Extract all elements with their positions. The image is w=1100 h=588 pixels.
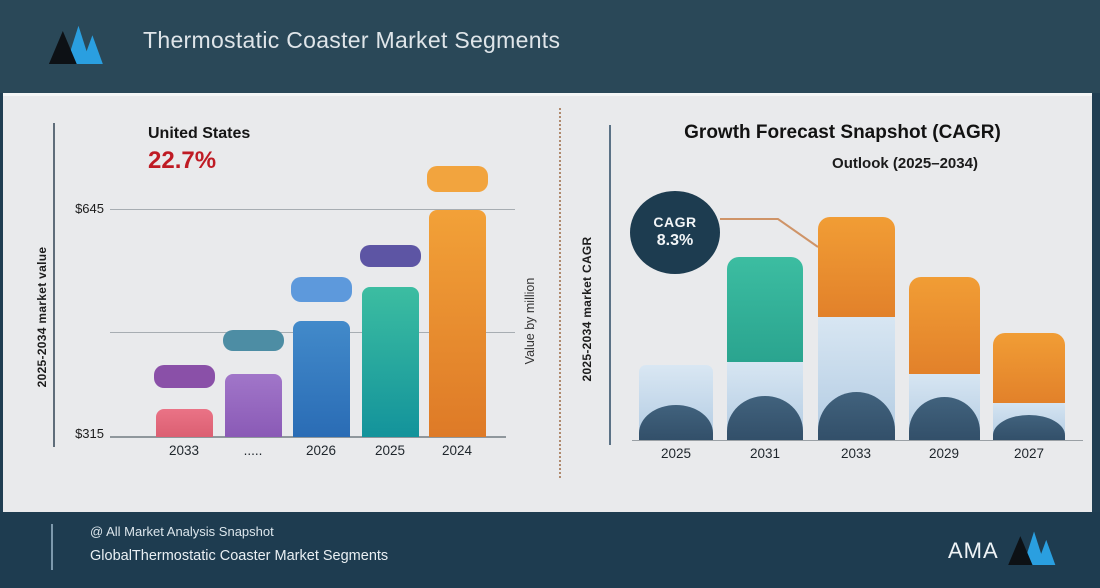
x-tick-label-2025: 2025 [374,443,406,458]
right-x-axis [632,440,1083,441]
x-tick-label-2025: 2025 [660,446,692,461]
panel-divider [559,108,561,478]
footer-source-text: @ All Market Analysis Snapshot [90,524,274,539]
right-y-axis-label: 2025-2034 market CAGR [580,236,594,382]
callout-connector-line [720,218,819,248]
right-y-axis [609,125,611,445]
segment-top-2029 [908,277,980,374]
cap-..... [222,330,284,351]
left-ytick-315: $315 [75,426,104,441]
bar-2025 [361,287,419,437]
segment-base-2027 [993,415,1065,441]
cap-2026 [290,277,352,302]
cap-2025 [359,245,421,267]
x-tick-label-2024: 2024 [441,443,473,458]
bar-2024 [428,210,486,437]
right-chart-title: Growth Forecast Snapshot (CAGR) [684,122,1001,143]
cagr-badge: CAGR 8.3% [630,191,720,274]
left-ytick-645: $645 [75,201,104,216]
footer-divider-line [51,524,53,570]
ama-logo [46,24,104,65]
left-y-axis [53,123,55,447]
footer-ama-logo [1006,530,1056,565]
footer-brand-text: AMA [948,538,999,563]
cagr-badge-label: CAGR [653,213,697,230]
footer-report-title: GlobalThermostatic Coaster Market Segmen… [90,548,389,564]
left-x-axis [110,436,506,438]
segment-top-2033 [817,217,895,317]
page-title: Thermostatic Coaster Market Segments [143,27,561,53]
left-y-axis-label: 2025-2034 market value [35,246,49,388]
cap-2033 [153,365,215,388]
left-gridline-top [110,209,515,210]
bar-..... [224,374,282,437]
cagr-badge-value: 8.3% [656,232,694,250]
x-tick-label-.....: ..... [243,443,263,458]
bar-2026 [292,321,350,437]
bar-2033 [155,409,213,437]
left-secondary-axis-label: Value by million [523,277,537,365]
x-tick-label-2033: 2033 [840,446,872,461]
x-tick-label-2031: 2031 [749,446,781,461]
x-tick-label-2027: 2027 [1013,446,1045,461]
left-chart-title: United States [148,125,251,142]
x-tick-label-2029: 2029 [928,446,960,461]
x-tick-label-2033: 2033 [168,443,200,458]
right-chart-subtitle: Outlook (2025–2034) [832,155,978,172]
segment-base-2029 [908,397,980,441]
footer-band [0,512,1100,588]
x-tick-label-2026: 2026 [305,443,337,458]
segment-top-2027 [993,333,1065,403]
header-band [0,0,1100,93]
cap-2024 [426,166,488,192]
ama-mountain-icon [48,25,103,65]
ama-mountain-icon [1008,531,1056,565]
left-chart-highlight-value: 22.7% [148,147,217,174]
segment-top-2031 [727,257,803,362]
